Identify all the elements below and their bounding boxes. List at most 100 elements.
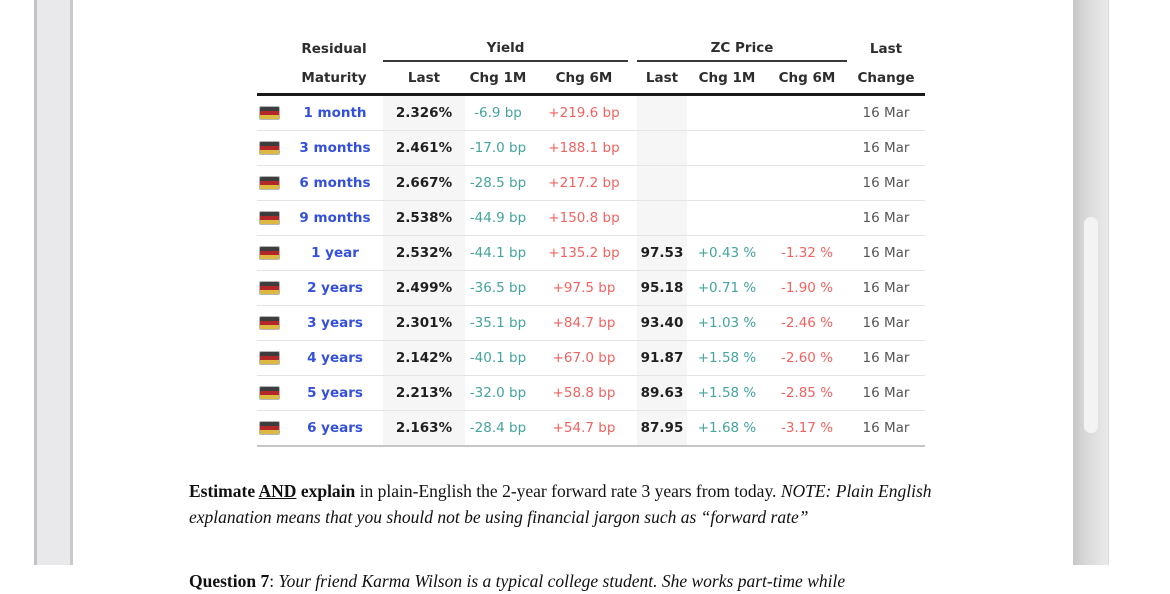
- yield-chg-6m-value: +150.8 bp: [548, 210, 620, 226]
- yield-chg-1m-value: -35.1 bp: [469, 315, 527, 331]
- flag-cell: [257, 201, 287, 235]
- germany-flag-icon: [259, 421, 280, 435]
- zc-chg-6m-value: [767, 96, 847, 130]
- q6-bold-lead: Estimate: [189, 480, 259, 501]
- yield-chg-6m-value: +219.6 bp: [548, 105, 620, 121]
- yield-last-value: 2.213%: [383, 376, 465, 410]
- zc-chg-1m-value: +1.58 %: [697, 385, 757, 401]
- maturity-link[interactable]: 2 years: [307, 280, 363, 296]
- yield-chg-6m-value: +217.2 bp: [548, 175, 620, 191]
- germany-flag-icon: [259, 281, 280, 295]
- zc-chg-1m-value: [687, 201, 767, 235]
- germany-flag-icon: [259, 211, 280, 225]
- maturity-link[interactable]: 6 months: [299, 175, 371, 191]
- yield-last-value: 2.163%: [383, 411, 465, 445]
- zc-chg-6m-value: [767, 201, 847, 235]
- table-row: 3 months 2.461% -17.0 bp +188.1 bp 16 Mar: [257, 131, 925, 166]
- maturity-link[interactable]: 3 years: [307, 315, 363, 331]
- zc-chg-1m-value: +0.43 %: [697, 245, 757, 261]
- zc-chg-6m-value: -2.46 %: [780, 315, 834, 331]
- yield-chg-1m-value: -17.0 bp: [469, 140, 527, 156]
- table-row: 1 year 2.532% -44.1 bp +135.2 bp 97.53 +0.43 …: [257, 236, 925, 271]
- maturity-link[interactable]: 5 years: [307, 385, 363, 401]
- q7-separator: :: [269, 570, 279, 591]
- flag-cell: [257, 341, 287, 375]
- zc-chg-6m-value: -1.90 %: [780, 280, 834, 296]
- zc-last-value: [637, 96, 687, 130]
- zc-last-value: 87.95: [637, 411, 687, 445]
- last-change-value: 16 Mar: [862, 245, 910, 261]
- zc-price-group-header: ZC Price: [637, 36, 847, 62]
- last-change-header-line2: Change: [857, 69, 915, 86]
- table-row: 6 years 2.163% -28.4 bp +54.7 bp 87.95 +1.68 …: [257, 411, 925, 445]
- yield-last-value: 2.667%: [383, 166, 465, 200]
- table-body: 1 month 2.326% -6.9 bp +219.6 bp 16 Mar 3 mon…: [257, 96, 925, 447]
- yield-last-value: 2.499%: [383, 271, 465, 305]
- maturity-link[interactable]: 9 months: [299, 210, 371, 226]
- zc-last-value: [637, 166, 687, 200]
- table-row: 2 years 2.499% -36.5 bp +97.5 bp 95.18 +0.71 …: [257, 271, 925, 306]
- zc-chg-1m-value: +1.58 %: [697, 350, 757, 366]
- yield-last-column-header: Last: [407, 69, 441, 86]
- zc-chg-1m-value: +1.68 %: [697, 420, 757, 436]
- zc-last-value: 97.53: [637, 236, 687, 270]
- yield-group-header: Yield: [383, 36, 628, 62]
- yield-chg-6m-value: +84.7 bp: [552, 315, 616, 331]
- zc-chg-1m-value: +0.71 %: [697, 280, 757, 296]
- table-row: 5 years 2.213% -32.0 bp +58.8 bp 89.63 +1.58 …: [257, 376, 925, 411]
- maturity-link[interactable]: 1 year: [311, 245, 359, 261]
- zc-last-value: 91.87: [637, 341, 687, 375]
- flag-cell: [257, 376, 287, 410]
- vertical-scrollbar-thumb[interactable]: [1084, 217, 1098, 433]
- maturity-link[interactable]: 6 years: [307, 420, 363, 436]
- zc-chg-1m-value: [687, 131, 767, 165]
- last-change-value: 16 Mar: [862, 315, 910, 331]
- flag-cell: [257, 411, 287, 445]
- residual-maturity-header-line2: Maturity: [301, 69, 367, 86]
- zc-chg-6m-value: -3.17 %: [780, 420, 834, 436]
- table-header: Residual Yield ZC Price Last Maturity La…: [257, 36, 925, 96]
- yield-chg-1m-value: -36.5 bp: [469, 280, 527, 296]
- germany-flag-icon: [259, 316, 280, 330]
- q6-note-italic: NOTE: Plain English explanation means th…: [189, 480, 932, 527]
- q6-regular-text: in plain-English the 2-year forward rate…: [355, 480, 781, 501]
- zc-chg-1m-value: +1.03 %: [697, 315, 757, 331]
- zc-last-value: 89.63: [637, 376, 687, 410]
- bond-yield-table: Residual Yield ZC Price Last Maturity La…: [257, 36, 925, 447]
- last-change-value: 16 Mar: [862, 420, 910, 436]
- zc-chg-1m-column-header: Chg 1M: [698, 69, 756, 86]
- table-row: 1 month 2.326% -6.9 bp +219.6 bp 16 Mar: [257, 96, 925, 131]
- maturity-link[interactable]: 3 months: [299, 140, 371, 156]
- zc-chg-6m-column-header: Chg 6M: [778, 69, 836, 86]
- yield-chg-1m-value: -40.1 bp: [469, 350, 527, 366]
- zc-last-value: [637, 201, 687, 235]
- last-change-header-line1: Last: [869, 41, 903, 57]
- q6-bold-tail: explain: [296, 480, 356, 501]
- maturity-link[interactable]: 1 month: [303, 105, 367, 121]
- yield-chg-1m-value: -44.9 bp: [469, 210, 527, 226]
- last-change-value: 16 Mar: [862, 175, 910, 191]
- zc-chg-6m-value: -2.85 %: [780, 385, 834, 401]
- zc-last-value: [637, 131, 687, 165]
- last-change-value: 16 Mar: [862, 385, 910, 401]
- germany-flag-icon: [259, 141, 280, 155]
- flag-cell: [257, 306, 287, 340]
- flag-cell: [257, 166, 287, 200]
- zc-chg-6m-value: -1.32 %: [780, 245, 834, 261]
- zc-chg-6m-value: -2.60 %: [780, 350, 834, 366]
- yield-chg-1m-value: -28.5 bp: [469, 175, 527, 191]
- zc-chg-6m-value: [767, 166, 847, 200]
- zc-last-value: 95.18: [637, 271, 687, 305]
- yield-last-value: 2.532%: [383, 236, 465, 270]
- vertical-scrollbar-track[interactable]: [1073, 0, 1109, 565]
- yield-last-value: 2.461%: [383, 131, 465, 165]
- q7-label: Question 7: [189, 570, 270, 591]
- germany-flag-icon: [259, 386, 280, 400]
- yield-chg-6m-value: +97.5 bp: [552, 280, 616, 296]
- residual-maturity-header-line1: Residual: [301, 41, 367, 57]
- flag-cell: [257, 236, 287, 270]
- yield-chg-1m-value: -28.4 bp: [469, 420, 527, 436]
- yield-chg-6m-value: +58.8 bp: [552, 385, 616, 401]
- table-row: 3 years 2.301% -35.1 bp +84.7 bp 93.40 +1.03 …: [257, 306, 925, 341]
- maturity-link[interactable]: 4 years: [307, 350, 363, 366]
